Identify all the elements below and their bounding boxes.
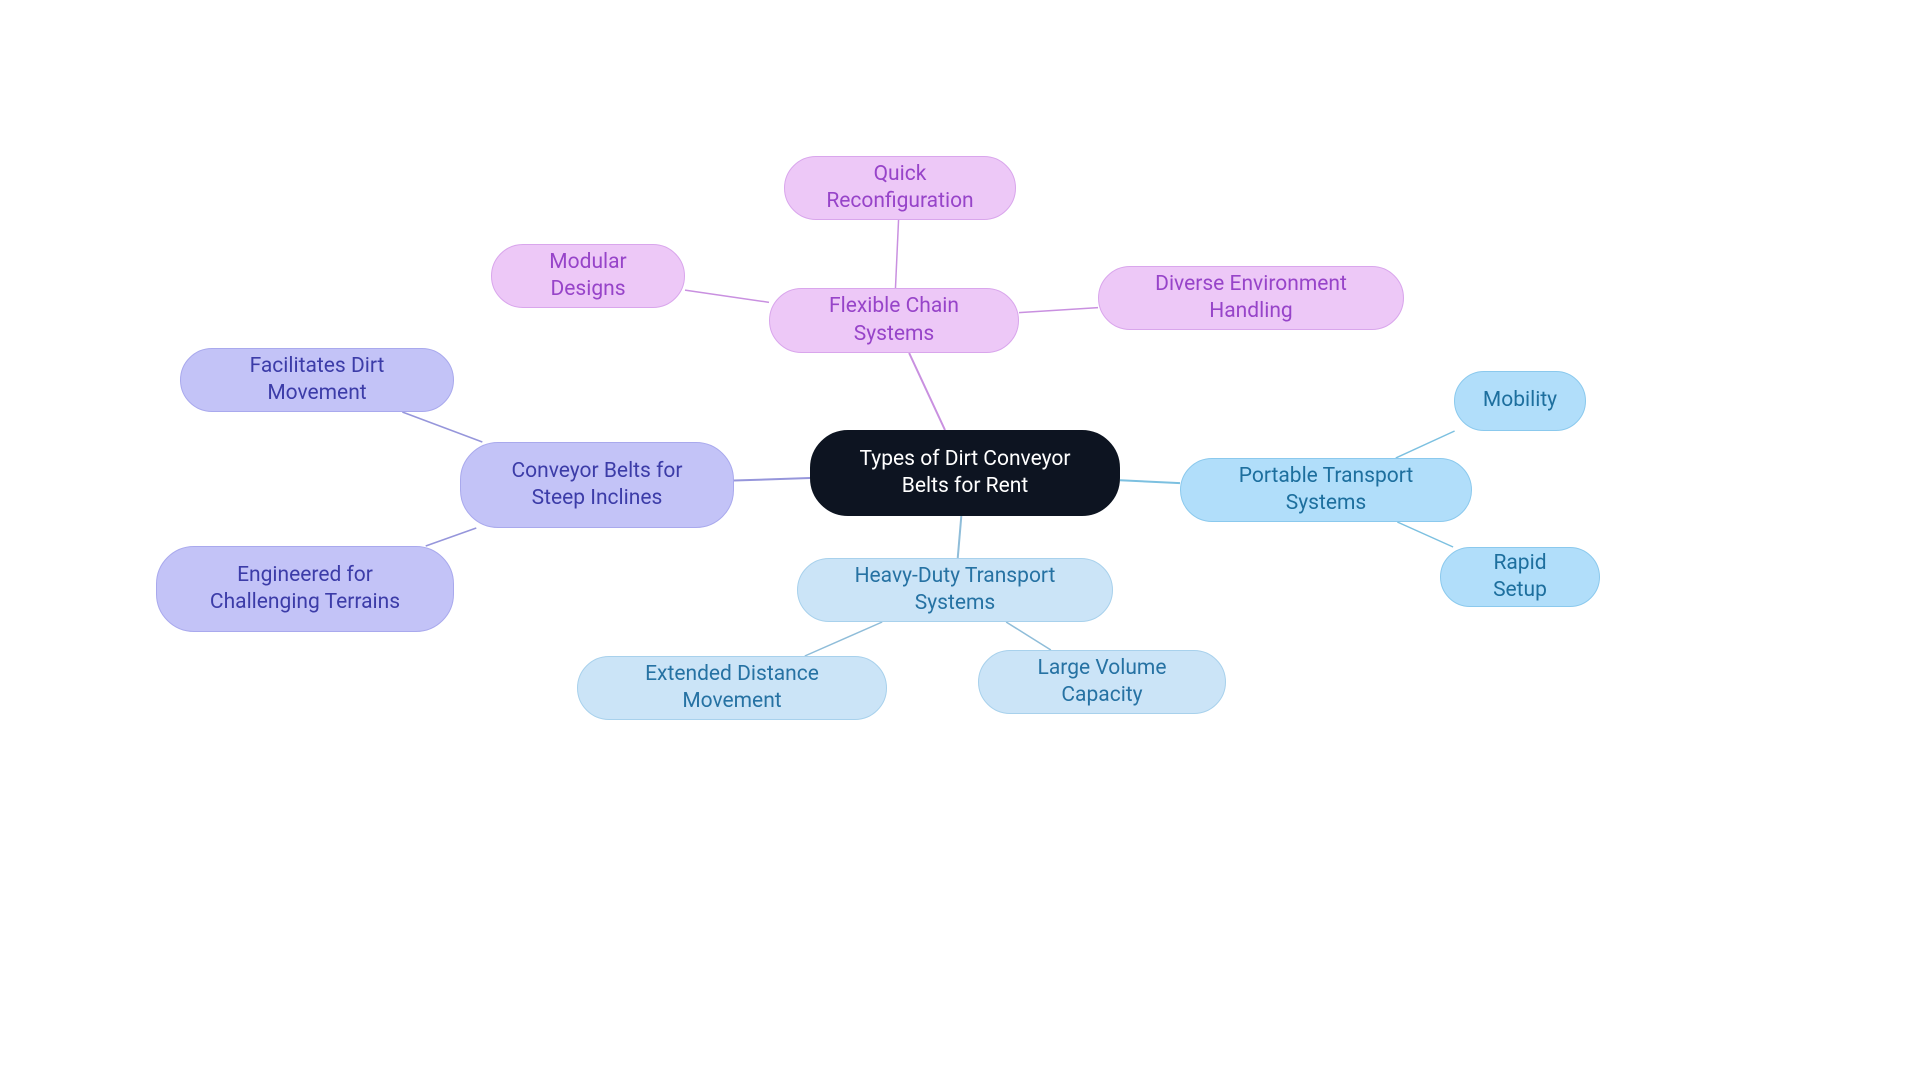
edge (1120, 480, 1180, 483)
node-large_vol: Large Volume Capacity (978, 650, 1226, 714)
edge (958, 516, 962, 558)
edge (1019, 308, 1098, 313)
node-portable: Portable Transport Systems (1180, 458, 1472, 522)
node-heavy: Heavy-Duty Transport Systems (797, 558, 1113, 622)
edge (909, 353, 945, 430)
edge (402, 412, 482, 442)
node-facilitates: Facilitates Dirt Movement (180, 348, 454, 412)
edge (1006, 622, 1051, 650)
node-modular: Modular Designs (491, 244, 685, 308)
edge (734, 478, 810, 480)
node-mobility: Mobility (1454, 371, 1586, 431)
node-center: Types of Dirt Conveyor Belts for Rent (810, 430, 1120, 516)
node-flexible: Flexible Chain Systems (769, 288, 1019, 353)
edge (426, 528, 477, 546)
node-extended: Extended Distance Movement (577, 656, 887, 720)
edge (1397, 522, 1453, 547)
edge (1396, 431, 1455, 458)
mindmap-canvas: Types of Dirt Conveyor Belts for Rent Fle… (0, 0, 1920, 1083)
node-challenging: Engineered for Challenging Terrains (156, 546, 454, 632)
edge (895, 220, 898, 288)
node-quick_reconfig: Quick Reconfiguration (784, 156, 1016, 220)
node-steep: Conveyor Belts for Steep Inclines (460, 442, 734, 528)
edge (685, 290, 769, 302)
node-diverse_env: Diverse Environment Handling (1098, 266, 1404, 330)
node-rapid: Rapid Setup (1440, 547, 1600, 607)
edge (805, 622, 882, 656)
